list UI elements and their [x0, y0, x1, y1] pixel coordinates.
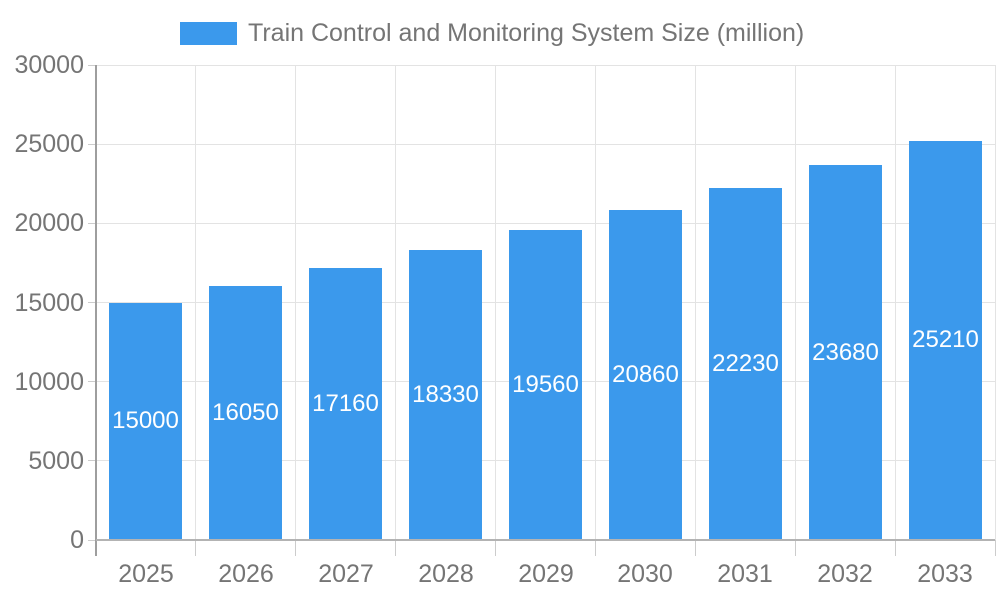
bar[interactable] — [809, 165, 882, 540]
bar[interactable] — [709, 188, 782, 540]
x-axis-label: 2031 — [717, 560, 773, 588]
bar-value-label: 18330 — [412, 381, 479, 408]
gridline-v — [594, 65, 596, 540]
x-axis-label: 2028 — [418, 560, 474, 588]
bar-value-label: 20860 — [612, 361, 679, 388]
bar-value-label: 25210 — [912, 326, 979, 353]
x-axis-label: 2030 — [617, 560, 673, 588]
gridline-v — [195, 65, 197, 540]
x-axis-tick — [495, 540, 497, 556]
y-axis-label: 10000 — [14, 367, 84, 396]
y-axis-label: 5000 — [28, 446, 84, 475]
legend[interactable]: Train Control and Monitoring System Size… — [180, 19, 804, 47]
x-axis-baseline — [96, 539, 995, 541]
y-axis-tick — [88, 143, 96, 145]
bar-value-label: 17160 — [312, 390, 379, 417]
y-axis-tick — [88, 302, 96, 303]
gridline-v — [295, 65, 297, 540]
bar[interactable] — [909, 140, 982, 540]
bar[interactable] — [409, 249, 482, 540]
y-axis-tick — [88, 539, 96, 541]
bar-value-label: 15000 — [112, 407, 179, 434]
gridline-v — [694, 65, 696, 540]
gridline-v — [495, 65, 497, 540]
legend-swatch — [180, 21, 237, 45]
bar[interactable] — [209, 285, 282, 540]
y-axis-tick — [88, 460, 96, 462]
bar[interactable] — [309, 268, 382, 540]
x-axis-tick — [195, 540, 197, 556]
x-axis-label: 2027 — [318, 560, 374, 588]
y-axis-tick — [88, 222, 96, 224]
bar[interactable] — [509, 230, 582, 540]
x-axis-tick — [894, 540, 896, 556]
y-axis-label: 15000 — [14, 288, 84, 317]
bar-value-label: 23680 — [812, 339, 879, 366]
y-axis-label: 30000 — [14, 51, 84, 79]
bar-value-label: 22230 — [712, 350, 779, 377]
x-axis-tick — [395, 540, 397, 556]
bar[interactable] — [609, 209, 682, 540]
gridline-v — [894, 65, 896, 540]
gridline-v — [994, 65, 996, 540]
x-axis-label: 2025 — [118, 560, 174, 588]
gridline-h — [96, 143, 995, 145]
x-axis-tick — [994, 540, 996, 556]
y-axis-tick — [88, 381, 96, 383]
bar-value-label: 16050 — [212, 399, 279, 426]
x-axis-label: 2026 — [218, 560, 274, 588]
bar[interactable] — [109, 302, 182, 540]
bar-value-label: 19560 — [512, 371, 579, 398]
gridline-h — [96, 64, 995, 66]
y-axis-label: 25000 — [14, 130, 84, 159]
x-axis-label: 2029 — [518, 560, 574, 588]
x-axis-tick — [295, 540, 297, 556]
gridline-v — [395, 65, 397, 540]
y-axis-tick — [88, 64, 96, 66]
x-axis-tick — [594, 540, 596, 556]
x-axis-tick — [694, 540, 696, 556]
gridline-h — [96, 222, 995, 224]
gridline-v — [794, 65, 796, 540]
x-axis-label: 2033 — [917, 560, 973, 588]
y-axis-label: 0 — [70, 526, 84, 554]
y-axis-line — [95, 65, 97, 556]
legend-label: Train Control and Monitoring System Size… — [248, 19, 805, 47]
x-axis-label: 2032 — [817, 560, 873, 588]
y-axis-label: 20000 — [14, 209, 84, 238]
x-axis-tick — [794, 540, 796, 556]
